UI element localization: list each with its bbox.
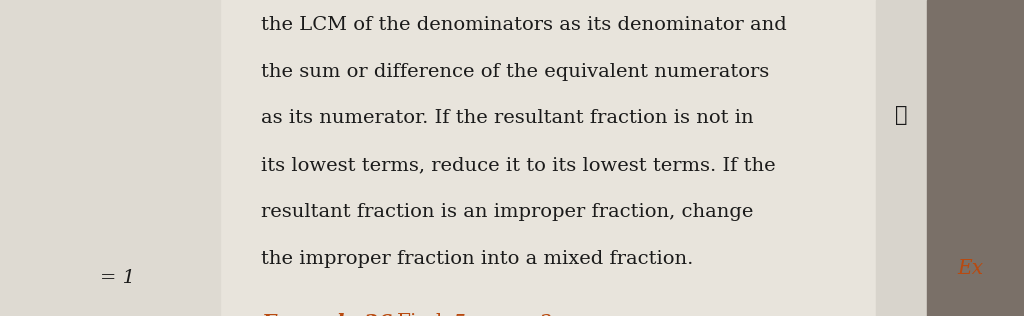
Text: resultant fraction is an improper fraction, change: resultant fraction is an improper fracti… [261, 203, 754, 221]
Text: ∴: ∴ [895, 106, 907, 125]
Bar [0, 0, 220, 316]
Text: as its numerator. If the resultant fraction is not in: as its numerator. If the resultant fract… [261, 109, 754, 127]
Text: the sum or difference of the equivalent numerators: the sum or difference of the equivalent … [261, 63, 769, 81]
Text: = 1: = 1 [100, 269, 135, 287]
Text: .: . [567, 314, 573, 316]
Bar [927, 0, 1024, 316]
Bar [876, 0, 927, 316]
Text: 3: 3 [539, 314, 551, 316]
Text: 5: 5 [453, 314, 465, 316]
Text: its lowest terms, reduce it to its lowest terms. If the: its lowest terms, reduce it to its lowes… [261, 156, 776, 174]
Text: Example 26:: Example 26: [261, 313, 399, 316]
Text: Ex: Ex [957, 259, 984, 278]
Text: the LCM of the denominators as its denominator and: the LCM of the denominators as its denom… [261, 16, 786, 34]
Text: Find: Find [397, 313, 443, 316]
Text: the improper fraction into a mixed fraction.: the improper fraction into a mixed fract… [261, 250, 693, 268]
